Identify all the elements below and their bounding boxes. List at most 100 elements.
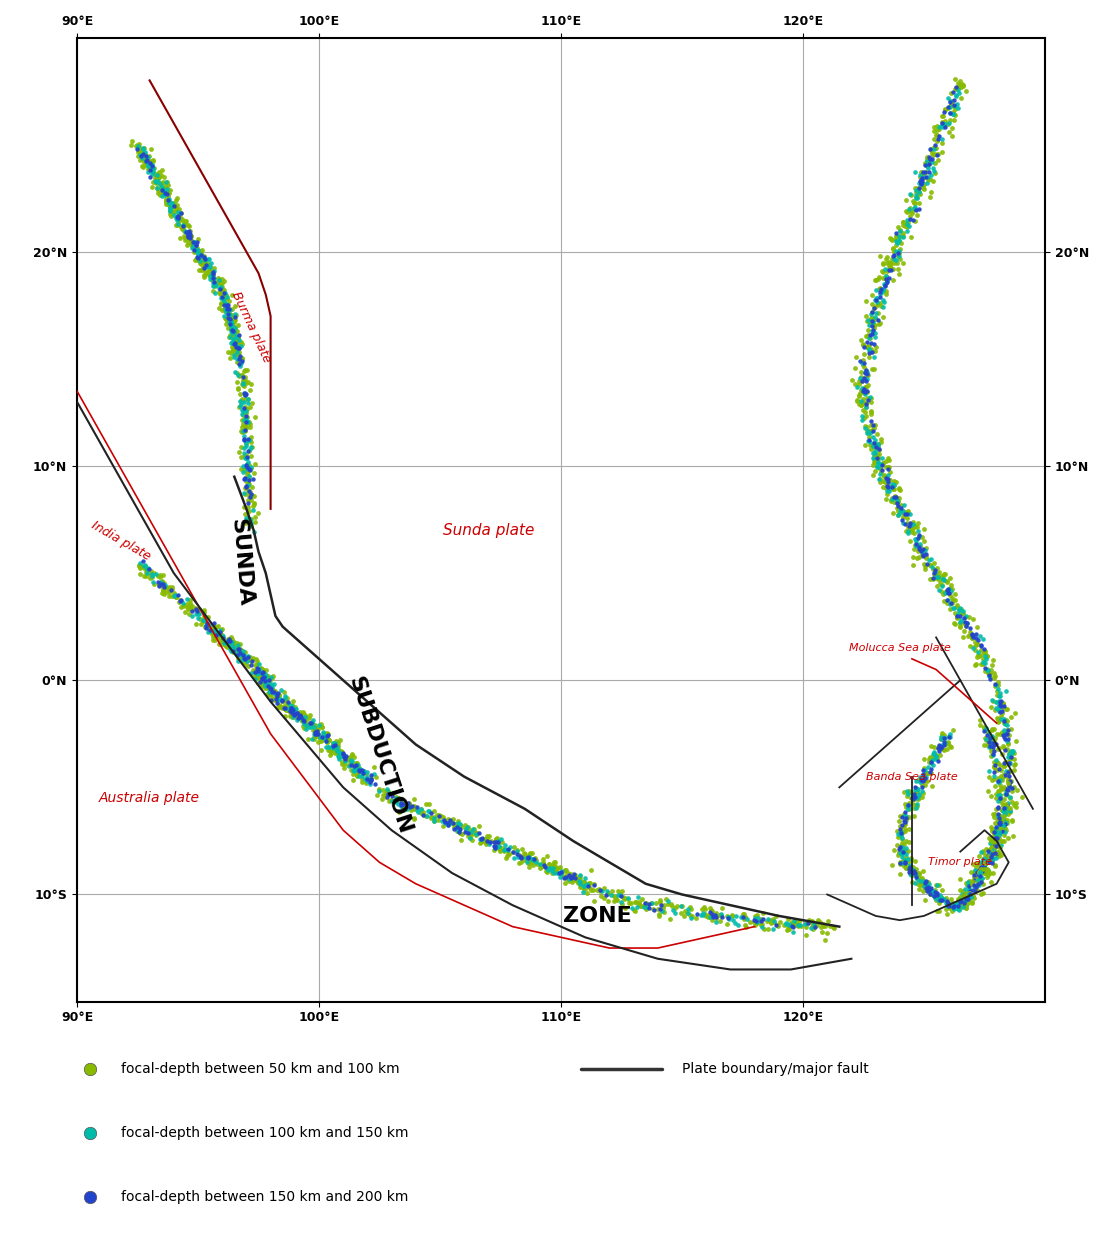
- Point: [405, 799, 422, 819]
- Point: [886, 480, 903, 500]
- Point: [575, 875, 593, 895]
- Point: [406, 796, 424, 816]
- Point: [983, 819, 1001, 839]
- Point: [707, 911, 725, 931]
- Point: [851, 396, 869, 416]
- Point: [234, 645, 252, 665]
- Point: [158, 180, 176, 200]
- Point: [389, 794, 407, 814]
- Point: [286, 704, 304, 724]
- Point: [693, 899, 711, 919]
- Point: [971, 710, 989, 730]
- Point: [796, 913, 814, 933]
- Point: [318, 732, 336, 752]
- Point: [900, 212, 917, 232]
- Point: [262, 686, 279, 706]
- Point: [431, 806, 449, 826]
- Point: [331, 746, 349, 766]
- Point: [915, 769, 933, 789]
- Point: [632, 896, 650, 916]
- Point: [764, 909, 782, 929]
- Point: [857, 393, 874, 413]
- Point: [949, 80, 967, 100]
- Point: [482, 831, 499, 851]
- Point: [997, 784, 1014, 804]
- Point: [226, 334, 243, 354]
- Point: [922, 884, 939, 904]
- Point: [952, 597, 969, 617]
- Point: [893, 815, 911, 835]
- Point: [660, 891, 678, 911]
- Point: [999, 720, 1016, 740]
- Point: [495, 840, 513, 860]
- Point: [238, 406, 255, 426]
- Point: [301, 712, 319, 732]
- Point: [211, 283, 229, 303]
- Point: [240, 649, 257, 669]
- Point: [162, 580, 179, 600]
- Point: [904, 865, 922, 885]
- Point: [871, 284, 889, 304]
- Point: [133, 145, 151, 165]
- Point: [917, 548, 935, 568]
- Point: [451, 815, 469, 835]
- Point: [1002, 803, 1020, 823]
- Point: [1005, 755, 1023, 775]
- Point: [496, 835, 514, 855]
- Point: [164, 577, 182, 597]
- Point: [984, 766, 1002, 786]
- Point: [861, 387, 879, 407]
- Point: [917, 538, 935, 558]
- Point: [958, 888, 976, 908]
- Point: [712, 905, 729, 925]
- Point: [1001, 777, 1019, 798]
- Point: [957, 895, 975, 915]
- Point: [935, 565, 953, 585]
- Point: [986, 666, 1003, 686]
- Point: [1000, 752, 1018, 772]
- Point: [943, 592, 960, 612]
- Point: [151, 162, 168, 182]
- Point: [238, 434, 255, 454]
- Point: [987, 828, 1004, 848]
- Point: [449, 814, 466, 834]
- Point: [890, 839, 908, 859]
- Point: [899, 799, 916, 819]
- Point: [1001, 788, 1019, 808]
- Point: [140, 162, 157, 182]
- Point: [628, 898, 646, 918]
- Point: [894, 501, 912, 521]
- Point: [895, 856, 913, 876]
- Point: [422, 804, 440, 824]
- Point: [890, 843, 908, 863]
- Point: [869, 434, 887, 454]
- Point: [444, 813, 462, 833]
- Point: [855, 356, 872, 376]
- Point: [971, 864, 989, 884]
- Point: [954, 884, 971, 904]
- Point: [282, 702, 299, 722]
- Point: [964, 627, 981, 647]
- Point: [890, 488, 908, 508]
- Point: [227, 326, 244, 346]
- Point: [196, 258, 213, 278]
- Point: [913, 173, 931, 193]
- Point: [250, 659, 267, 679]
- Point: [910, 779, 927, 799]
- Point: [343, 744, 361, 764]
- Point: [987, 804, 1004, 824]
- Point: [996, 800, 1013, 820]
- Point: [154, 180, 172, 200]
- Point: [257, 684, 275, 704]
- Point: [201, 257, 219, 277]
- Point: [213, 287, 231, 307]
- Point: [908, 777, 925, 798]
- Point: [236, 468, 254, 488]
- Point: [169, 208, 187, 228]
- Point: [516, 844, 534, 864]
- Point: [306, 715, 323, 735]
- Point: [881, 253, 899, 273]
- Point: [921, 568, 938, 588]
- Point: [864, 324, 881, 344]
- Point: [249, 654, 266, 674]
